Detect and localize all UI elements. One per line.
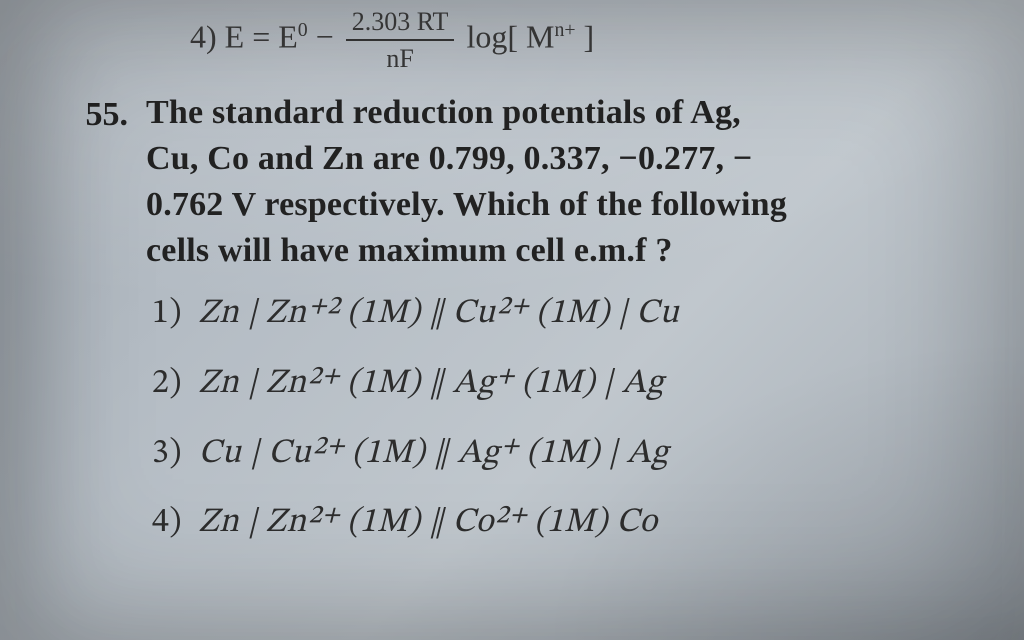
opt2-text: Zn | Zn²⁺ (1M) ‖ Ag⁺ (1M) | Ag (198, 367, 663, 401)
nernst-lhs: E = E (225, 18, 298, 54)
bracket-close: ] (576, 18, 595, 54)
question-text: The standard reduction potentials of Ag,… (146, 90, 984, 274)
q-line4: cells will have maximum cell e.m.f ? (146, 232, 673, 269)
opt3-num: 3) (152, 437, 182, 471)
question-number: 55. (80, 90, 128, 274)
page-content: 4) E = E0 − 2.303 RTnF log[ Mn+ ] 55. Th… (60, 0, 1004, 640)
opt3-text: Cu | Cu²⁺ (1M) ‖ Ag⁺ (1M) | Ag (198, 437, 668, 471)
log-text: log (458, 18, 507, 54)
opt4-text: Zn | Zn²⁺ (1M) ‖ Co²⁺ (1M) Co (198, 506, 657, 540)
fraction: 2.303 RTnF (346, 4, 455, 76)
frac-num: 2.303 RT (346, 4, 455, 41)
options-list: 1) Zn | Zn⁺² (1M) ‖ Cu²⁺ (1M) | Cu 2) Zn… (152, 292, 984, 548)
q-line2: Cu, Co and Zn are 0.799, 0.337, −0.277, … (146, 140, 752, 177)
opt1-num: 1) (152, 297, 182, 331)
option-1: 1) Zn | Zn⁺² (1M) ‖ Cu²⁺ (1M) | Cu (152, 292, 984, 338)
question-55: 55. The standard reduction potentials of… (80, 90, 984, 274)
q-line1: The standard reduction potentials of Ag, (146, 94, 741, 131)
bracket-open: [ M (507, 18, 554, 54)
sup-zero: 0 (298, 19, 308, 41)
opt1-text: Zn | Zn⁺² (1M) ‖ Cu²⁺ (1M) | Cu (198, 297, 679, 331)
opt4-num: 4) (152, 506, 182, 540)
frac-den: nF (346, 41, 455, 76)
q-line3: 0.762 V respectively. Which of the follo… (146, 186, 787, 223)
ion-sup: n+ (554, 19, 575, 41)
opt-num: 4) (190, 18, 217, 54)
option-3: 3) Cu | Cu²⁺ (1M) ‖ Ag⁺ (1M) | Ag (152, 432, 984, 478)
opt2-num: 2) (152, 367, 182, 401)
previous-option-4: 4) E = E0 − 2.303 RTnF log[ Mn+ ] (190, 4, 984, 76)
option-2: 2) Zn | Zn²⁺ (1M) ‖ Ag⁺ (1M) | Ag (152, 362, 984, 408)
option-4: 4) Zn | Zn²⁺ (1M) ‖ Co²⁺ (1M) Co (152, 501, 984, 547)
minus: − (308, 18, 342, 54)
